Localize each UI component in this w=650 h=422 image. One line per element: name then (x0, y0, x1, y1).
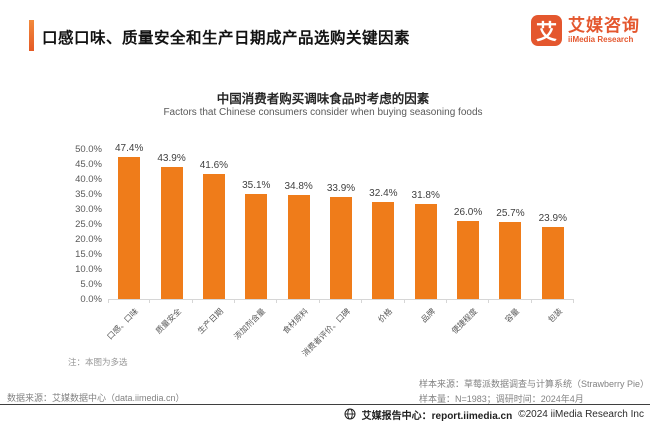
x-axis-tick (488, 300, 490, 303)
y-axis: 0.0% 5.0% 10.0% 15.0% 20.0% 25.0% 30.0% 35.0% 40… (40, 144, 102, 305)
title-accent-bar (29, 20, 34, 51)
bar-value-label: 23.9% (538, 213, 567, 225)
bar (330, 197, 352, 299)
sample-source: 样本来源：草莓派数据调查与计算系统（Strawberry Pie） (419, 379, 650, 389)
y-axis-label: 25.0% (75, 219, 102, 230)
chart-subtitle: Factors that Chinese consumers consider … (163, 107, 483, 118)
bar (414, 203, 437, 299)
y-axis-label: 35.0% (75, 189, 102, 200)
y-axis-label: 0.0% (80, 294, 102, 305)
x-axis-label: 生产日期 (196, 306, 225, 336)
bar (499, 221, 522, 299)
x-axis-tick (530, 300, 532, 303)
copyright: ©2024 iiMedia Research Inc (518, 408, 644, 420)
x-axis-tick (445, 300, 447, 303)
x-axis-tick (108, 300, 109, 303)
bar (245, 193, 268, 299)
bar-value-label: 34.8% (284, 180, 313, 192)
bar (202, 174, 225, 299)
bar-value-label: 41.6% (199, 160, 229, 172)
iimedia-logo-icon: 艾 (531, 15, 562, 46)
bar-value-label: 32.4% (369, 187, 398, 199)
x-axis-label: 包装 (546, 306, 564, 325)
bar (118, 156, 141, 299)
bar-value-label: 26.0% (453, 207, 483, 218)
x-axis-label: 容量 (503, 306, 522, 325)
brand-name-cn: 艾媒咨询 (568, 16, 640, 35)
chart-note: 注：本图为多选 (68, 357, 128, 367)
x-axis-tick (318, 300, 320, 303)
x-axis-label: 口感、口味 (105, 306, 141, 342)
x-axis-label: 品牌 (419, 306, 437, 325)
bar (287, 194, 310, 299)
sample-info: 样本量：N=1983；调研时间：2024年4月 (419, 393, 584, 404)
y-axis-label: 50.0% (75, 144, 102, 155)
data-source: 数据来源：艾媒数据中心（data.iimedia.cn） (7, 393, 185, 403)
chart-title: 中国消费者购买调味食品时考虑的因素 (216, 92, 430, 106)
globe-icon (344, 408, 356, 420)
bar-value-label: 35.1% (242, 179, 271, 191)
bar-value-label: 31.8% (411, 189, 440, 201)
y-axis-label: 45.0% (75, 159, 102, 170)
y-axis-label: 5.0% (80, 279, 102, 290)
x-axis-tick (403, 300, 405, 303)
footer-divider (0, 404, 650, 405)
bar-value-label: 25.7% (496, 207, 525, 219)
x-axis-tick (234, 300, 236, 303)
x-axis-tick (573, 300, 574, 303)
x-axis-label: 添加剂含量 (232, 306, 268, 342)
bar-plot: 47.4% 口感、口味 43.9% 质量安全 41.6% 生产日期 35.1% 添加剂含量 34… (106, 143, 574, 358)
bar-value-label: 43.9% (157, 153, 186, 165)
report-center-link: 艾媒报告中心：report.iimedia.cn (361, 410, 513, 422)
x-axis-tick (361, 300, 363, 303)
x-axis-tick (276, 300, 278, 303)
bar (372, 201, 395, 299)
bar (541, 227, 564, 299)
y-axis-label: 40.0% (75, 174, 102, 185)
brand-logo-text: 艾媒咨询 iiMedia Research (568, 16, 640, 45)
page-title: 口感口味、质量安全和生产日期成产品选购关键因素 (42, 30, 411, 47)
bar (457, 221, 480, 299)
x-axis-label: 价格 (376, 306, 395, 325)
bar-value-label: 33.9% (326, 183, 356, 195)
x-axis-label: 食材原料 (280, 306, 310, 336)
x-axis-tick (149, 300, 151, 303)
footer-bar: 艾媒报告中心：report.iimedia.cn ©2024 iiMedia R… (344, 407, 644, 422)
x-axis-label: 便捷程度 (450, 306, 480, 336)
x-axis-tick (191, 300, 193, 303)
bar-value-label: 47.4% (115, 142, 144, 154)
x-axis-label: 质量安全 (153, 306, 183, 336)
brand-logo: 艾 艾媒咨询 iiMedia Research (531, 15, 640, 46)
y-axis-label: 20.0% (75, 234, 102, 245)
brand-name-en: iiMedia Research (568, 35, 634, 44)
bar (160, 167, 183, 299)
sample-source-block: 样本来源：草莓派数据调查与计算系统（Strawberry Pie） 样本量：N=… (419, 377, 649, 406)
y-axis-label: 30.0% (75, 204, 102, 215)
y-axis-label: 10.0% (75, 264, 102, 275)
y-axis-label: 15.0% (75, 249, 102, 260)
